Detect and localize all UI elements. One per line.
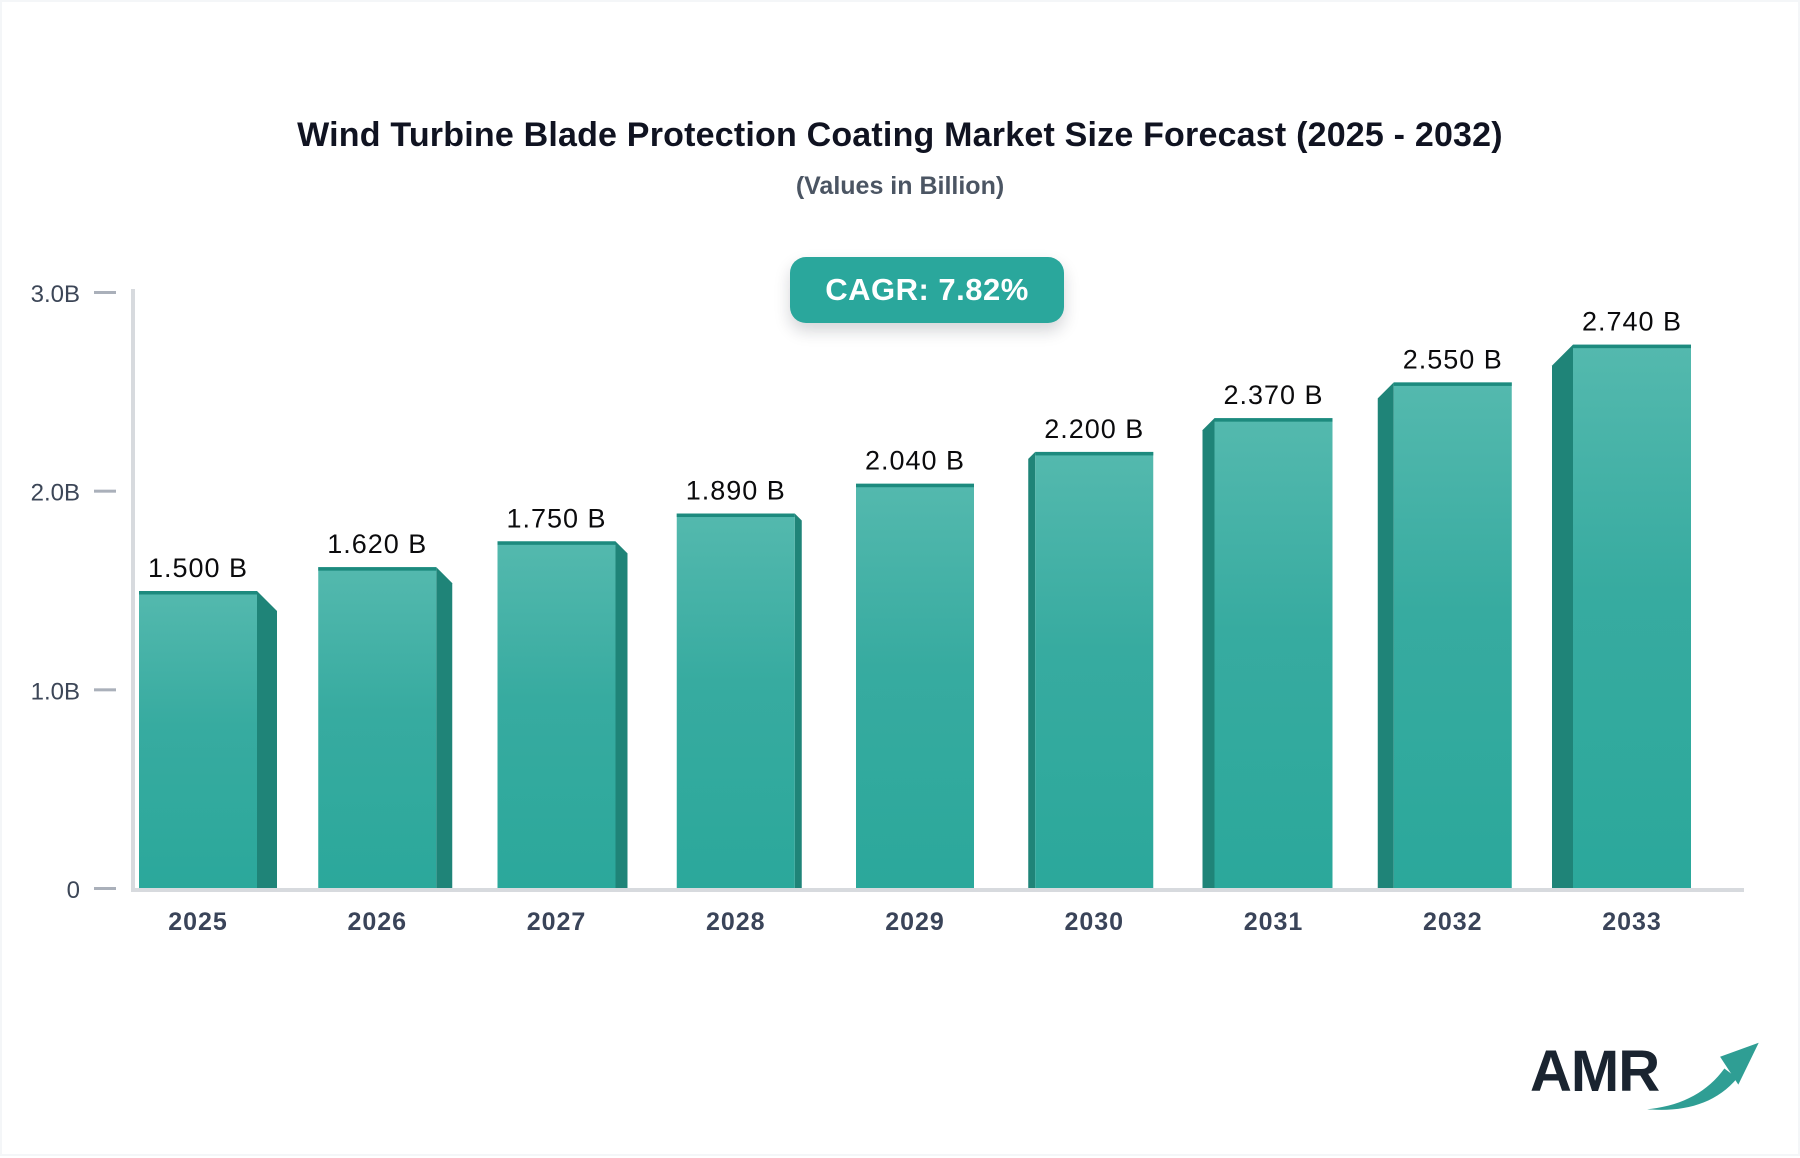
y-tick-label: 3.0B [31, 281, 80, 308]
cagr-badge-label: CAGR: 7.82% [825, 272, 1029, 307]
growth-arrow-icon [1647, 1042, 1759, 1110]
bar-front [676, 513, 795, 889]
x-tick-label: 2032 [1423, 908, 1483, 936]
bar-value-label: 1.620 B [327, 529, 427, 559]
x-tick-label: 2027 [527, 908, 587, 936]
bar-top-edge [139, 591, 257, 595]
bar-value-label: 2.370 B [1223, 380, 1323, 410]
bar-top-edge [856, 483, 974, 488]
bar-value-label: 2.200 B [1044, 414, 1144, 444]
bar-front [1035, 451, 1154, 889]
bar-front [497, 541, 616, 889]
x-tick-label: 2030 [1064, 908, 1124, 936]
y-tick-label: 0 [67, 877, 80, 904]
bar-top-edge [1035, 451, 1154, 456]
axis-layer: 0 1.0B 2.0B 3.0B [31, 281, 135, 904]
bar-group-2033: 2.740 B 2033 [1552, 307, 1691, 936]
x-tick-label: 2031 [1244, 908, 1304, 936]
x-tick-label: 2028 [706, 908, 766, 936]
bar-value-label: 2.740 B [1582, 307, 1682, 337]
bar-side [257, 591, 277, 889]
bar-top-edge [1573, 344, 1691, 349]
amr-logo: AMR [1530, 1042, 1763, 1114]
bar-top-edge [318, 567, 437, 571]
bar-value-label: 1.750 B [506, 503, 606, 533]
baseline-layer [131, 888, 1744, 892]
y-tick-label: 1.0B [31, 678, 80, 705]
bar-group-2026: 1.620 B 2026 [318, 529, 453, 936]
cagr-badge: CAGR: 7.82% [790, 257, 1064, 323]
bar-side [436, 567, 453, 889]
y-tick-mark [94, 887, 116, 890]
bar-group-2032: 2.550 B 2032 [1377, 344, 1512, 936]
bar-top-edge [1393, 382, 1512, 386]
bar-side [1028, 451, 1036, 889]
bar-side [794, 513, 802, 889]
bar-group-2027: 1.750 B 2027 [497, 503, 628, 936]
y-axis-line [131, 289, 135, 891]
bars-layer: 1.500 B 2025 1.620 B 2026 1.750 B 2027 1.890 B… [139, 307, 1691, 936]
amr-logo-text: AMR [1530, 1039, 1660, 1104]
x-tick-label: 2026 [347, 908, 407, 936]
x-tick-label: 2029 [885, 908, 945, 936]
bar-top-edge [1214, 418, 1333, 422]
bar-group-2030: 2.200 B 2030 [1028, 414, 1154, 936]
chart-title: Wind Turbine Blade Protection Coating Ma… [297, 116, 1503, 154]
y-tick-mark [94, 291, 116, 294]
y-tick-mark [94, 489, 116, 493]
bar-top-edge [676, 513, 795, 518]
x-tick-label: 2033 [1602, 908, 1662, 936]
bar-side [615, 541, 628, 889]
bar-side [1552, 344, 1573, 889]
bar-group-2029: 2.040 B 2029 [856, 446, 974, 936]
bar-front [1214, 418, 1333, 889]
bar-side [1377, 382, 1394, 889]
bar-front [856, 483, 974, 889]
bar-value-label: 2.040 B [865, 446, 965, 476]
bar-front [139, 591, 257, 889]
bar-front [1393, 382, 1512, 889]
bar-top-edge [497, 541, 616, 545]
x-axis-line [131, 888, 1744, 892]
bar-group-2028: 1.890 B 2028 [676, 476, 802, 936]
x-tick-label: 2025 [168, 908, 228, 936]
chart-subtitle: (Values in Billion) [795, 172, 1005, 200]
bar-front [1573, 344, 1691, 889]
y-tick-mark [94, 688, 116, 692]
bar-value-label: 1.890 B [686, 476, 786, 506]
bar-group-2025: 1.500 B 2025 [139, 553, 277, 936]
bar-group-2031: 2.370 B 2031 [1202, 380, 1333, 936]
y-tick-label: 2.0B [31, 480, 80, 507]
bar-side [1202, 418, 1215, 889]
bar-value-label: 2.550 B [1403, 344, 1503, 374]
bar-value-label: 1.500 B [148, 553, 248, 583]
bar-front [318, 567, 437, 889]
